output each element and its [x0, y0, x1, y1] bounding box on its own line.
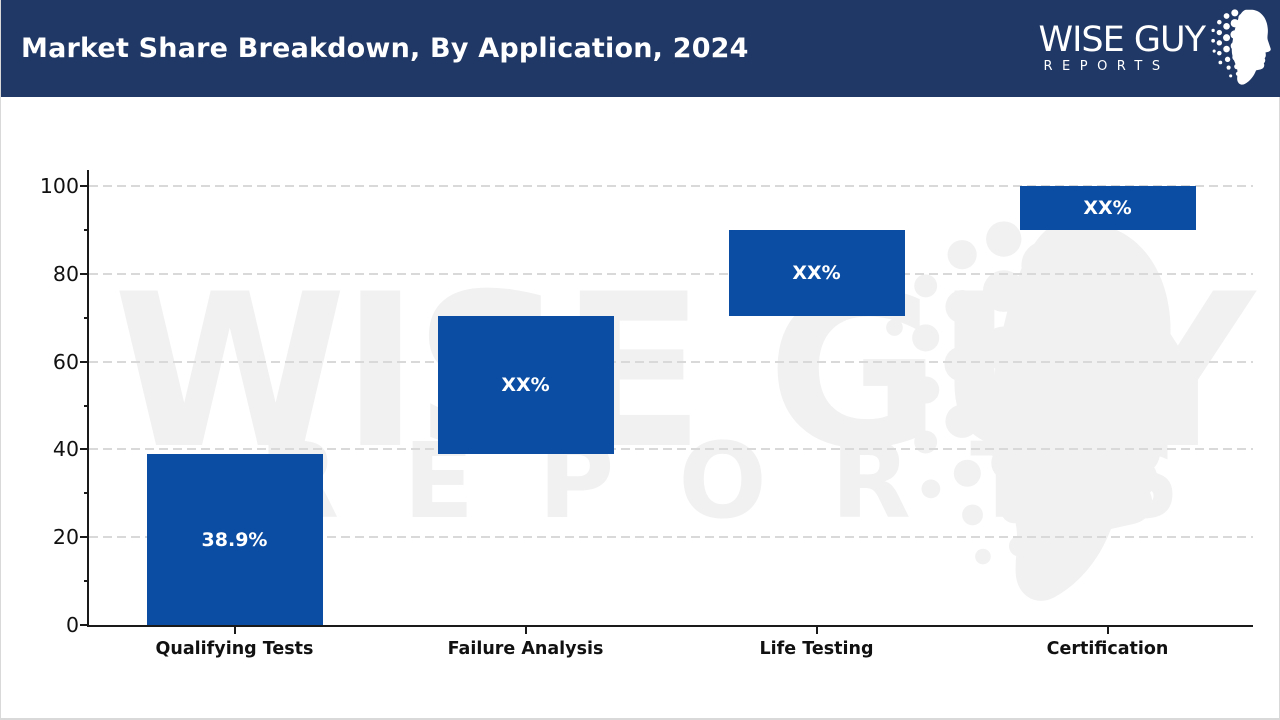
- ytick-label-60: 60: [52, 349, 79, 374]
- ytick-mark-40: [80, 448, 88, 451]
- bar-failure-analysis: XX%: [437, 316, 614, 455]
- bar-value-label: XX%: [501, 374, 550, 397]
- ytick-mark-60: [80, 360, 88, 363]
- ytick-minor-30: [84, 492, 88, 495]
- logo-subtitle: REPORTS: [1043, 59, 1170, 75]
- ytick-minor-70: [84, 316, 88, 319]
- bar-value-label: XX%: [1083, 196, 1132, 219]
- bar-value-label: XX%: [792, 262, 841, 285]
- wise-guy-reports-logo: WISE GUY REPORTS: [1038, 7, 1273, 89]
- watermark-text-reports: REPORTS: [259, 420, 1245, 542]
- gridline-y20: [89, 536, 1253, 539]
- header-bar: Market Share Breakdown, By Application, …: [1, 0, 1280, 97]
- logo-face-icon: [1211, 9, 1271, 85]
- page-title: Market Share Breakdown, By Application, …: [21, 33, 749, 64]
- ytick-label-40: 40: [52, 437, 79, 462]
- x-axis-spine: [87, 625, 1253, 627]
- xtick-mark-3: [1106, 627, 1109, 634]
- ytick-minor-90: [84, 228, 88, 231]
- bar-life-testing: XX%: [728, 229, 905, 317]
- y-axis-spine: [87, 170, 89, 627]
- ytick-label-0: 0: [65, 613, 79, 637]
- ytick-minor-50: [84, 404, 88, 407]
- logo-text: WISE GUY REPORTS: [1038, 19, 1206, 75]
- gridline-y80: [89, 272, 1253, 275]
- xtick-mark-2: [815, 627, 818, 634]
- logo-wordmark: WISE GUY: [1038, 19, 1206, 60]
- ytick-mark-80: [80, 272, 88, 275]
- ytick-label-80: 80: [52, 261, 79, 286]
- bar-certification: XX%: [1019, 186, 1196, 230]
- gridline-y60: [89, 360, 1253, 363]
- category-label-3: Certification: [1046, 639, 1169, 659]
- ytick-mark-20: [80, 536, 88, 539]
- ytick-label-100: 100: [39, 174, 79, 198]
- xtick-mark-1: [524, 627, 527, 634]
- ytick-mark-100: [80, 185, 88, 187]
- bar-value-label: 38.9%: [201, 528, 268, 551]
- gridline-y100: [89, 185, 1253, 187]
- category-label-2: Life Testing: [759, 639, 874, 659]
- gridline-y40: [89, 448, 1253, 451]
- ytick-label-20: 20: [52, 525, 79, 550]
- ytick-minor-10: [84, 580, 88, 583]
- category-label-0: Qualifying Tests: [155, 639, 314, 659]
- bar-qualifying-tests: 38.9%: [146, 454, 323, 625]
- category-label-1: Failure Analysis: [447, 639, 604, 659]
- ytick-mark-0: [80, 624, 88, 626]
- xtick-mark-0: [233, 627, 236, 634]
